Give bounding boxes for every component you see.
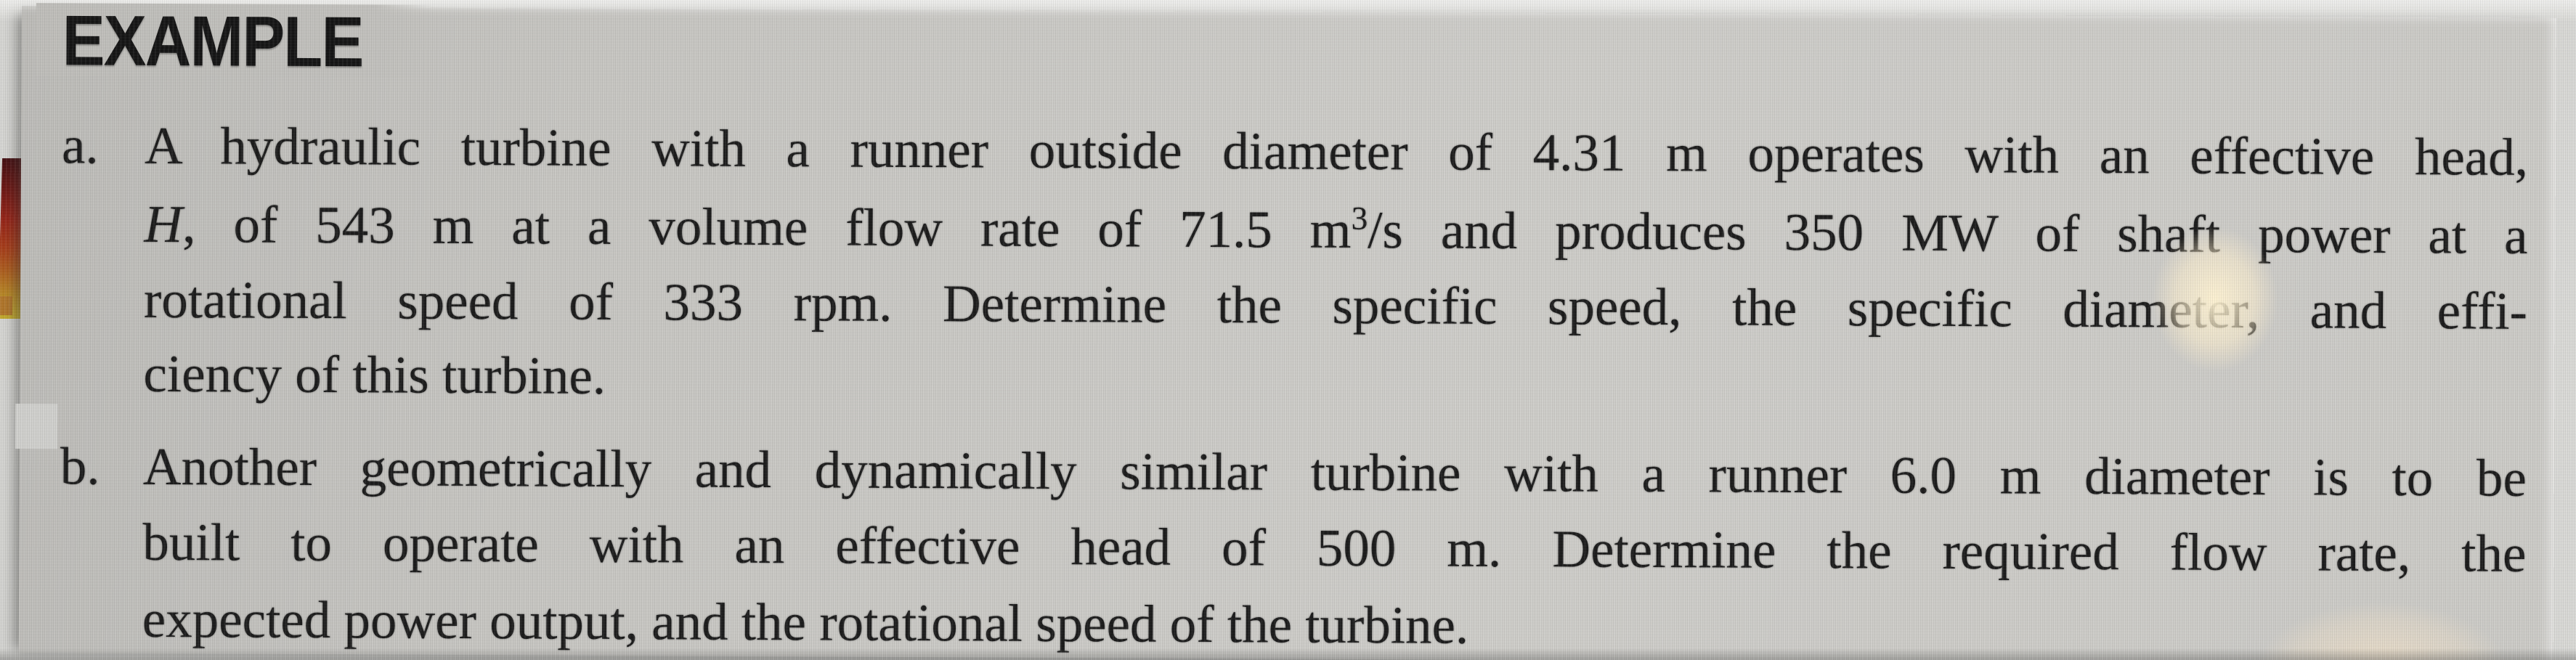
screen-bottom-edge <box>0 648 2576 660</box>
page-title: EXAMPLE <box>62 0 363 82</box>
problem-a-label: a. <box>61 115 99 175</box>
orange-accent-bar <box>0 296 12 315</box>
cubic-metre-exponent: 3 <box>1351 200 1368 237</box>
head-symbol-variable: H <box>144 194 183 254</box>
page-edge-notch <box>15 403 58 449</box>
problem-a-line-2-tail: /s and produces 350 MW of shaft power at… <box>1367 200 2528 265</box>
glare-spot-lower <box>2208 566 2556 660</box>
problem-b-line-2: built to operate with an effective head … <box>142 512 2527 583</box>
glare-spot-upper <box>2128 203 2302 443</box>
problem-b-label: b. <box>60 436 100 496</box>
problem-b-line-1: Another geometrically and dynamically si… <box>142 436 2527 508</box>
problem-a-line-1: A hydraulic turbine with a runner outsid… <box>144 115 2529 187</box>
problem-a-line-2-mid: , of 543 m at a volume flow rate of 71.5… <box>182 195 1352 259</box>
